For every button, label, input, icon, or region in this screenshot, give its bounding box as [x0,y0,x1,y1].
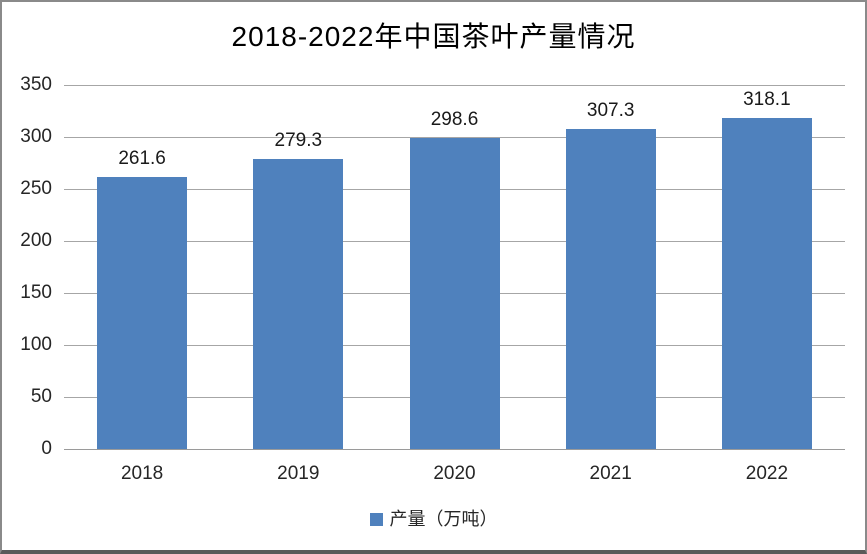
bar-2018 [97,176,188,449]
chart-title: 2018-2022年中国茶叶产量情况 [231,21,636,52]
x-axis-label-2021: 2021 [589,463,632,484]
y-axis-label-0: 0 [41,438,52,459]
y-axis-label-150: 150 [20,282,52,303]
bar-2021 [565,129,656,449]
y-axis-label-200: 200 [20,230,52,251]
x-axis-label-2018: 2018 [120,463,164,484]
bar-value-2022: 318.1 [743,89,791,111]
y-axis-label-100: 100 [20,334,52,355]
gridline-0 [64,449,845,450]
legend-label: 产量（万吨） [389,509,498,529]
bar-value-2021: 307.3 [586,100,635,122]
bar-value-2019: 279.3 [274,129,323,151]
legend: 产量（万吨） [2,508,865,530]
x-axis-label-2020: 2020 [433,463,476,484]
bar-2020 [409,138,500,449]
y-axis-label-250: 250 [20,178,52,199]
y-axis-label-350: 350 [20,74,52,95]
bar-value-2020: 298.6 [430,109,479,131]
bar-value-2018: 261.6 [118,147,166,169]
x-axis-label-2022: 2022 [745,463,789,484]
legend-swatch-icon [369,512,383,526]
x-axis-label-2019: 2019 [277,463,320,484]
gridline-300 [64,137,845,138]
gridline-350 [64,85,845,86]
bar-2022 [721,118,812,449]
y-axis-label-50: 50 [30,386,52,407]
bar-2019 [253,158,344,449]
y-axis-label-300: 300 [20,126,52,147]
